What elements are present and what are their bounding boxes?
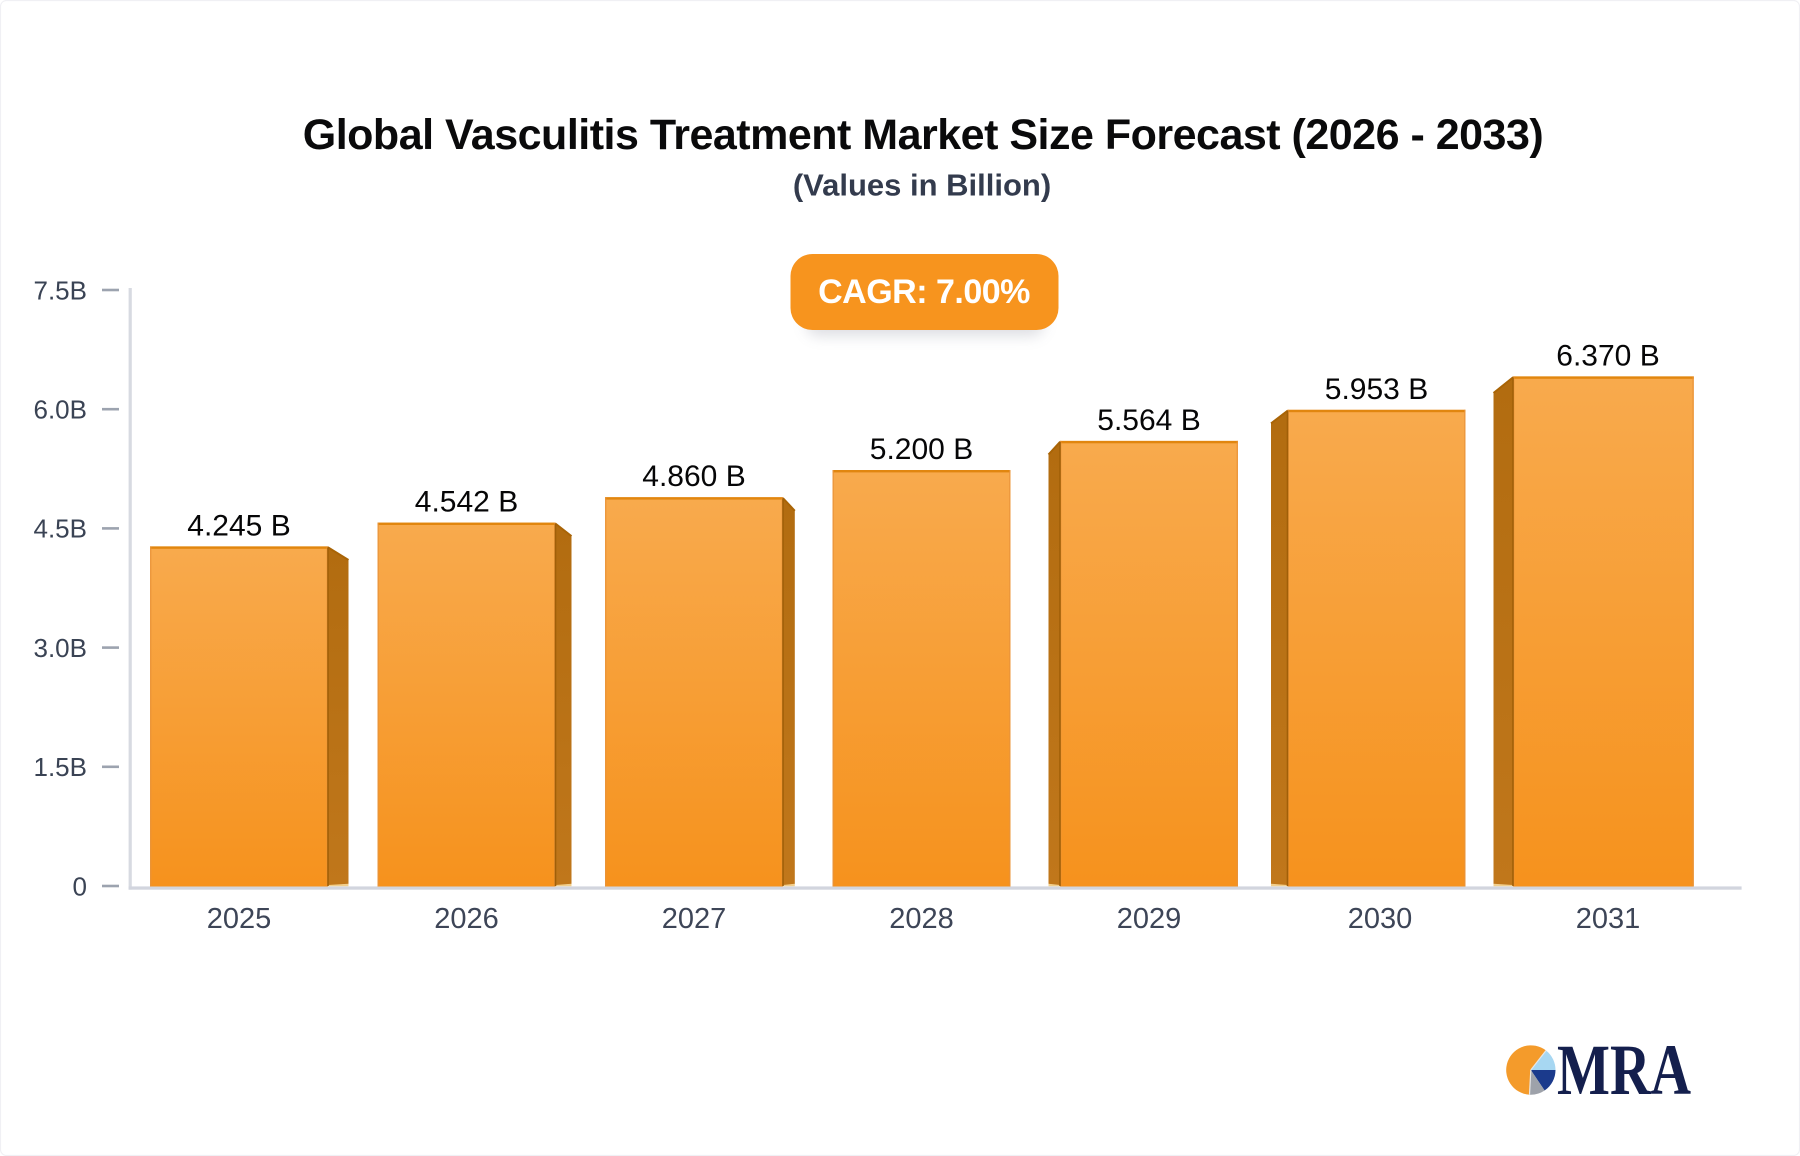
svg-text:7.5B: 7.5B: [34, 275, 88, 305]
svg-text:0: 0: [73, 871, 87, 901]
svg-text:5.953 B: 5.953 B: [1325, 373, 1428, 406]
svg-text:4.5B: 4.5B: [34, 514, 88, 544]
svg-text:2025: 2025: [207, 903, 272, 935]
svg-text:2028: 2028: [889, 903, 954, 935]
svg-text:6.0B: 6.0B: [34, 395, 88, 425]
svg-text:5.200 B: 5.200 B: [870, 433, 973, 466]
svg-text:2030: 2030: [1348, 903, 1413, 935]
svg-text:4.542 B: 4.542 B: [415, 486, 518, 519]
svg-text:Global Vasculitis Treatment Ma: Global Vasculitis Treatment Market Size …: [303, 111, 1543, 159]
svg-text:2031: 2031: [1576, 903, 1641, 935]
svg-text:(Values in Billion): (Values in Billion): [793, 168, 1051, 203]
svg-text:3.0B: 3.0B: [34, 633, 88, 663]
svg-text:6.370 B: 6.370 B: [1556, 339, 1659, 372]
svg-text:1.5B: 1.5B: [34, 752, 88, 782]
svg-text:MRA: MRA: [1557, 1030, 1691, 1110]
svg-text:2027: 2027: [662, 903, 727, 935]
svg-text:4.245 B: 4.245 B: [187, 509, 290, 542]
svg-text:2026: 2026: [434, 903, 499, 935]
svg-text:4.860 B: 4.860 B: [642, 460, 745, 493]
svg-text:CAGR: 7.00%: CAGR: 7.00%: [818, 273, 1030, 311]
svg-text:2029: 2029: [1117, 903, 1182, 935]
svg-text:5.564 B: 5.564 B: [1097, 404, 1200, 437]
